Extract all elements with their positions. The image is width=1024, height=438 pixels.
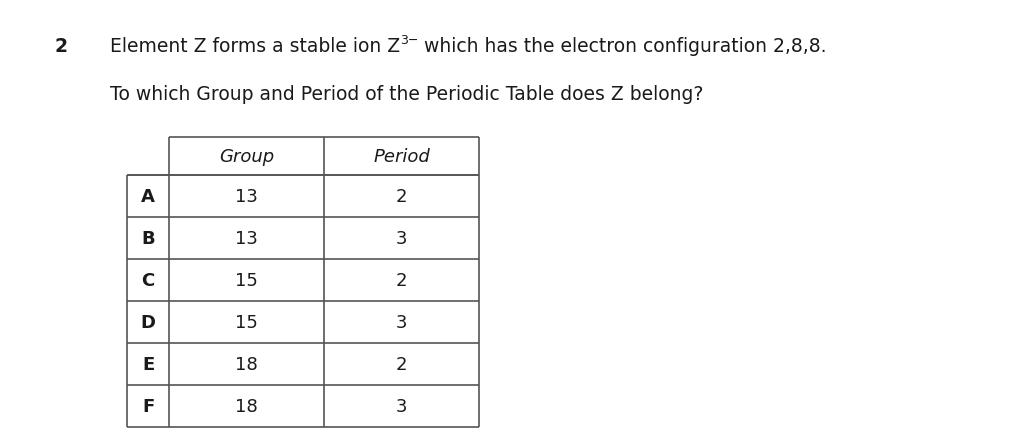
Text: 2: 2 [395, 355, 408, 373]
Text: D: D [140, 313, 156, 331]
Text: C: C [141, 272, 155, 290]
Text: 2: 2 [55, 37, 68, 57]
Text: which has the electron configuration 2,8,8.: which has the electron configuration 2,8… [419, 37, 827, 57]
Text: 15: 15 [236, 313, 258, 331]
Text: 18: 18 [236, 397, 258, 415]
Text: B: B [141, 230, 155, 247]
Text: 2: 2 [395, 272, 408, 290]
Text: 3−: 3− [400, 33, 419, 46]
Text: Period: Period [373, 148, 430, 166]
Text: F: F [142, 397, 155, 415]
Text: Group: Group [219, 148, 274, 166]
Text: A: A [141, 187, 155, 205]
Text: E: E [142, 355, 155, 373]
Text: 2: 2 [395, 187, 408, 205]
Text: 15: 15 [236, 272, 258, 290]
Text: 18: 18 [236, 355, 258, 373]
Text: Element Z forms a stable ion Z: Element Z forms a stable ion Z [110, 37, 400, 57]
Text: 3: 3 [395, 397, 408, 415]
Text: 13: 13 [236, 187, 258, 205]
Text: 3: 3 [395, 313, 408, 331]
Text: 3: 3 [395, 230, 408, 247]
Text: 13: 13 [236, 230, 258, 247]
Text: To which Group and Period of the Periodic Table does Z belong?: To which Group and Period of the Periodi… [110, 85, 703, 104]
